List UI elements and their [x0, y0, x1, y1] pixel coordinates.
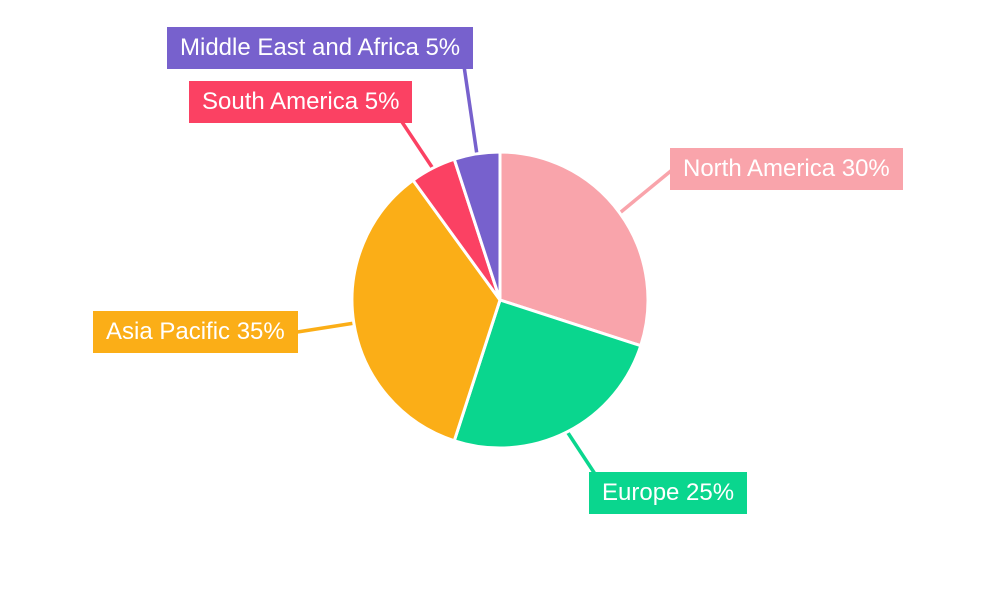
- leader-line-south-america: [398, 118, 435, 170]
- pie-slice-asia-pacific[interactable]: [350, 178, 502, 443]
- label-south-america: South America 5%: [189, 81, 413, 123]
- label-middle-east-and-africa: Middle East and Africa 5%: [167, 27, 474, 69]
- label-asia-pacific: Asia Pacific 35%: [93, 311, 298, 353]
- leader-line-middle-east-and-africa: [462, 65, 479, 156]
- pie-slice-middle-east-and-africa[interactable]: [452, 150, 502, 302]
- leader-line-europe: [565, 430, 599, 478]
- pie-slice-europe[interactable]: [452, 298, 643, 450]
- label-north-america: North America 30%: [670, 148, 903, 190]
- label-europe: Europe 25%: [589, 472, 748, 514]
- leader-line-north-america: [617, 168, 674, 215]
- pie-slice-north-america[interactable]: [498, 150, 650, 348]
- leader-line-asia-pacific: [290, 321, 356, 335]
